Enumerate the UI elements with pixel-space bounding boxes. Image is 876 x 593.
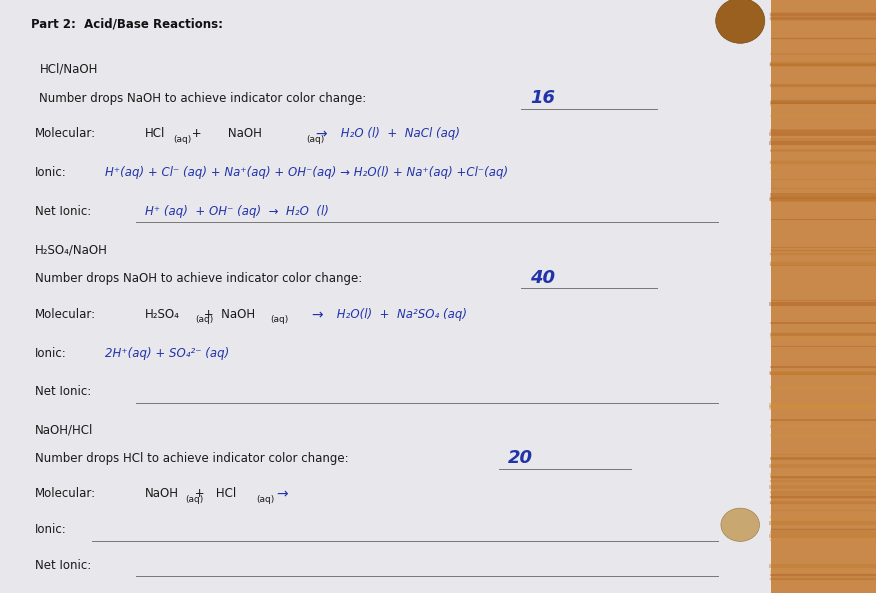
Text: 20: 20	[508, 449, 533, 467]
Text: H⁺(aq) + Cl⁻ (aq) + Na⁺(aq) + OH⁻(aq) → H₂O(l) + Na⁺(aq) +Cl⁻(aq): H⁺(aq) + Cl⁻ (aq) + Na⁺(aq) + OH⁻(aq) → …	[105, 166, 508, 179]
Text: Ionic:: Ionic:	[35, 347, 67, 360]
Text: (aq): (aq)	[307, 135, 325, 144]
Text: (aq): (aq)	[270, 315, 288, 324]
Text: +  NaOH: + NaOH	[200, 308, 255, 321]
Text: +   HCl: + HCl	[191, 487, 237, 500]
Text: H⁺ (aq)  + OH⁻ (aq)  →  H₂O  (l): H⁺ (aq) + OH⁻ (aq) → H₂O (l)	[145, 205, 328, 218]
Text: →: →	[311, 308, 322, 323]
FancyBboxPatch shape	[0, 0, 771, 593]
Text: H₂SO₄/NaOH: H₂SO₄/NaOH	[35, 243, 108, 256]
Text: →: →	[276, 487, 287, 502]
Text: (aq): (aq)	[173, 135, 192, 144]
Text: NaOH/HCl: NaOH/HCl	[35, 424, 94, 437]
Text: Net Ionic:: Net Ionic:	[35, 385, 91, 398]
Text: HCl/NaOH: HCl/NaOH	[39, 62, 98, 75]
Text: Net Ionic:: Net Ionic:	[35, 559, 91, 572]
Text: Molecular:: Molecular:	[35, 127, 96, 141]
Text: H₂O (l)  +  NaCl (aq): H₂O (l) + NaCl (aq)	[337, 127, 460, 141]
Text: +       NaOH: + NaOH	[188, 127, 262, 141]
Ellipse shape	[716, 0, 765, 43]
Text: Net Ionic:: Net Ionic:	[35, 205, 91, 218]
Text: (aq): (aq)	[256, 495, 274, 503]
Text: Molecular:: Molecular:	[35, 308, 96, 321]
Text: Part 2:  Acid/Base Reactions:: Part 2: Acid/Base Reactions:	[31, 18, 223, 31]
Text: 16: 16	[530, 89, 555, 107]
Text: Molecular:: Molecular:	[35, 487, 96, 500]
Text: H₂O(l)  +  Na²SO₄ (aq): H₂O(l) + Na²SO₄ (aq)	[333, 308, 467, 321]
Text: NaOH: NaOH	[145, 487, 179, 500]
Text: Number drops NaOH to achieve indicator color change:: Number drops NaOH to achieve indicator c…	[35, 272, 363, 285]
Text: Number drops NaOH to achieve indicator color change:: Number drops NaOH to achieve indicator c…	[39, 92, 367, 105]
Text: Ionic:: Ionic:	[35, 523, 67, 536]
Text: 2H⁺(aq) + SO₄²⁻ (aq): 2H⁺(aq) + SO₄²⁻ (aq)	[105, 347, 230, 360]
Text: H₂SO₄: H₂SO₄	[145, 308, 180, 321]
Text: (aq): (aq)	[185, 495, 203, 503]
Text: Number drops HCl to achieve indicator color change:: Number drops HCl to achieve indicator co…	[35, 452, 349, 466]
Text: →: →	[315, 127, 327, 142]
Text: HCl: HCl	[145, 127, 165, 141]
Text: (aq): (aq)	[195, 315, 214, 324]
Ellipse shape	[721, 508, 759, 541]
Text: 40: 40	[530, 269, 555, 286]
Text: Ionic:: Ionic:	[35, 166, 67, 179]
